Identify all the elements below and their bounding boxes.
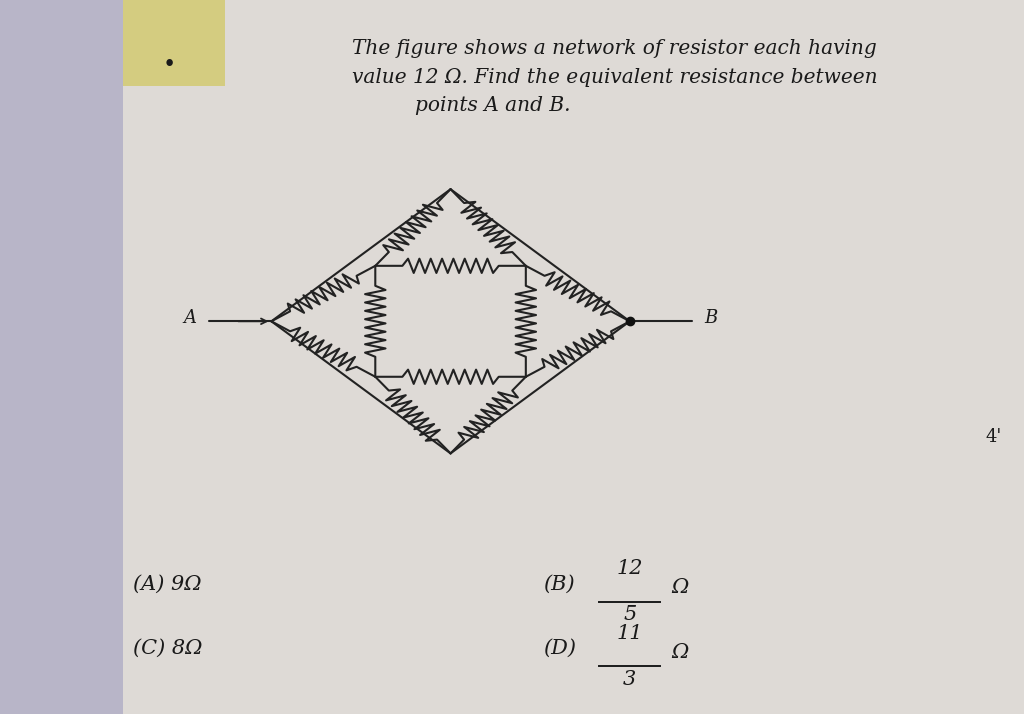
Text: B: B — [705, 308, 718, 327]
Text: value 12 Ω. Find the equivalent resistance between: value 12 Ω. Find the equivalent resistan… — [351, 68, 878, 87]
Text: 12: 12 — [616, 559, 643, 578]
Text: Ω: Ω — [671, 643, 688, 662]
Text: Ω: Ω — [671, 578, 688, 598]
Text: points A and B.: points A and B. — [415, 96, 570, 116]
Text: (C) 8Ω: (C) 8Ω — [133, 639, 203, 658]
Text: A: A — [183, 308, 197, 327]
Text: (D): (D) — [543, 639, 575, 658]
Bar — [123, 0, 1024, 714]
Text: •: • — [163, 54, 175, 76]
Polygon shape — [0, 0, 123, 714]
Text: 5: 5 — [624, 605, 636, 625]
Polygon shape — [123, 0, 225, 86]
Text: (A) 9Ω: (A) 9Ω — [133, 575, 202, 594]
Text: 3: 3 — [624, 670, 636, 689]
Text: 11: 11 — [616, 623, 643, 643]
Text: The figure shows a network of resistor each having: The figure shows a network of resistor e… — [352, 39, 877, 59]
Text: 4': 4' — [985, 428, 1001, 446]
Text: (B): (B) — [543, 575, 574, 594]
